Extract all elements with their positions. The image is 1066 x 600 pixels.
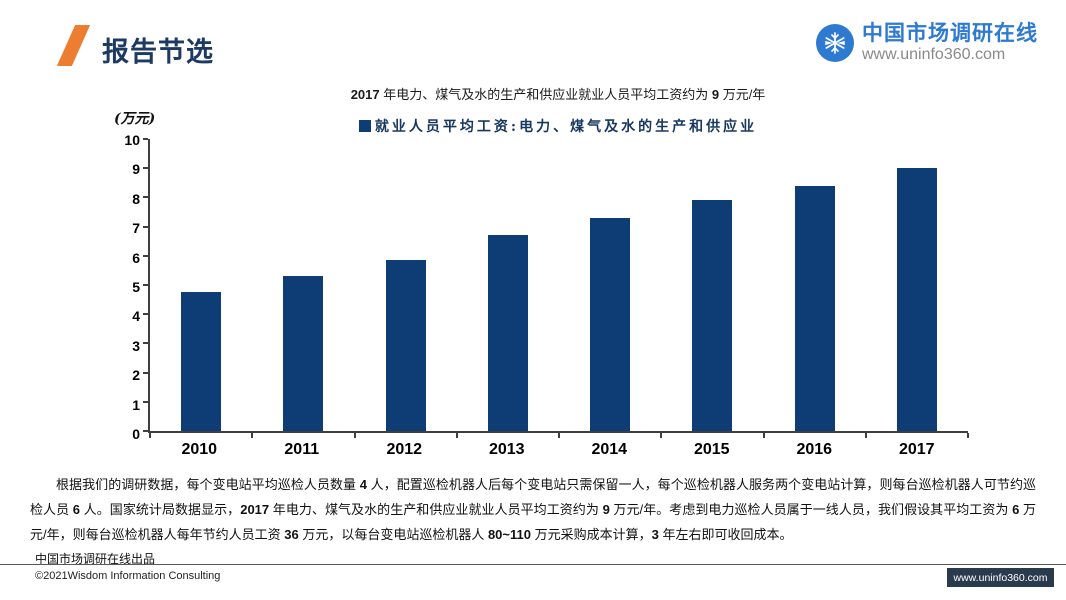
text-segment: 6	[1012, 502, 1020, 517]
text-segment: 2017	[240, 502, 270, 517]
x-axis-tick	[353, 433, 356, 438]
x-axis-labels: 2010 2011 2012 2013 2014 2015 2016 2017	[148, 441, 968, 459]
bar-2012	[385, 260, 426, 431]
x-axis-tick	[762, 433, 765, 438]
x-axis-tick	[251, 433, 254, 438]
y-axis-tick	[143, 225, 148, 228]
footer-copyright: ©2021Wisdom Information Consulting	[35, 570, 221, 582]
text-segment: 万元/年，则每台巡检机器人每年节约人员工资	[30, 502, 1036, 542]
logo-texts: 中国市场调研在线 www.uninfo360.com	[862, 22, 1038, 65]
snowflake-logo-icon	[816, 24, 854, 62]
chart-plot-area	[143, 138, 969, 438]
text-segment: 万元/年	[719, 87, 766, 102]
bar-slot	[252, 139, 354, 431]
text-segment: 年电力、煤气及水的生产和供应业就业人员平均工资约为	[269, 502, 603, 517]
legend-label: 就业人员平均工资:电力、煤气及水的生产和供应业	[374, 119, 758, 135]
x-axis-tick-label: 2012	[386, 441, 423, 458]
y-axis-tick	[143, 371, 148, 374]
y-axis-tick	[143, 430, 148, 432]
y-axis-tick	[143, 167, 148, 170]
x-axis-tick	[864, 433, 867, 438]
y-axis-labels: 0 1 2 3 4 5 6 7 8 9 10	[100, 132, 140, 442]
text-segment: 万元/年。考虑到电力巡检人员属于一线人员，我们假设其平均工资为	[609, 502, 1013, 517]
bar-2014	[590, 217, 631, 431]
y-axis-tick-label: 9	[132, 161, 140, 178]
bar-slot	[355, 139, 457, 431]
y-axis-tick-label: 2	[132, 367, 140, 384]
y-axis-unit-label: (万元)	[114, 111, 156, 127]
bar-2011	[283, 276, 324, 431]
bar-2017	[896, 168, 937, 431]
text-segment: 80~110	[487, 527, 531, 542]
text-segment: 4	[359, 477, 367, 492]
text-segment: 万元，以每台变电站巡检机器人	[298, 527, 488, 542]
bar-2015	[692, 200, 733, 431]
text-segment: 根据我们的调研数据，每个变电站平均巡检人员数量	[56, 477, 360, 492]
x-axis-tick-label: 2011	[284, 441, 320, 458]
text-segment: 万元采购成本计算，	[530, 527, 652, 542]
y-axis-tick	[143, 342, 148, 345]
bar-slot	[457, 139, 559, 431]
y-axis-tick	[143, 196, 148, 199]
bar-slot	[559, 139, 661, 431]
bar-slot	[764, 139, 866, 431]
y-axis-tick-label: 8	[132, 190, 140, 207]
text-segment: 人。国家统计局数据显示，	[80, 502, 241, 517]
y-axis-tick	[143, 138, 148, 140]
bar-series	[150, 139, 968, 431]
bar-slot	[866, 139, 968, 431]
orange-slash-decoration	[56, 25, 91, 66]
x-axis-tick	[558, 433, 560, 438]
x-axis-tick	[967, 433, 969, 438]
page-title: 报告节选	[102, 37, 214, 67]
x-axis-tick	[455, 433, 458, 438]
logo-website-url: www.uninfo360.com	[862, 46, 1006, 64]
x-axis-tick-label: 2014	[591, 441, 628, 458]
text-segment: 人，配置巡检机器人后每个变电站只需保留一人，每个巡检机器人服务两个变电站计算，则…	[30, 477, 1036, 517]
y-axis-tick-label: 7	[132, 220, 140, 237]
footer-divider	[0, 564, 1066, 565]
chart-legend: 就业人员平均工资:电力、煤气及水的生产和供应业	[148, 116, 968, 136]
y-axis-tick-label: 10	[124, 132, 140, 148]
text-segment: 6	[72, 502, 81, 517]
text-segment: 9	[711, 87, 720, 102]
y-axis-tick	[143, 254, 148, 257]
analysis-paragraph: 根据我们的调研数据，每个变电站平均巡检人员数量 4 人，配置巡检机器人后每个变电…	[30, 472, 1036, 547]
x-axis-tick-label: 2017	[898, 441, 935, 458]
text-segment: 年电力、煤气及水的生产和供应业就业人员平均工资约为	[379, 87, 712, 102]
x-axis-tick-label: 2015	[693, 441, 730, 458]
site-logo: 中国市场调研在线 www.uninfo360.com	[816, 22, 1038, 65]
y-axis-tick-label: 0	[132, 426, 140, 442]
x-axis-tick	[660, 433, 663, 438]
text-segment: 年左右即可收回成本。	[658, 527, 793, 542]
footer-producer-text: 中国市场调研在线出品	[35, 552, 156, 566]
bar-slot	[150, 139, 252, 431]
y-axis-tick	[143, 400, 148, 403]
bar-2013	[487, 235, 528, 431]
y-axis-tick	[143, 284, 148, 286]
y-axis-tick-label: 5	[132, 279, 140, 295]
y-axis-tick-label: 1	[132, 396, 140, 413]
y-axis-tick-label: 6	[132, 249, 140, 266]
bar-2010	[181, 292, 222, 431]
x-axis-tick-label: 2013	[488, 441, 525, 458]
y-axis-tick-label: 4	[132, 308, 140, 325]
legend-color-swatch	[358, 120, 371, 132]
x-axis-tick-label: 2010	[181, 441, 218, 458]
y-axis-tick-label: 3	[132, 337, 140, 354]
chart-title: 2017 年电力、煤气及水的生产和供应业就业人员平均工资约为 9 万元/年	[148, 84, 968, 103]
text-segment: 2017	[350, 87, 380, 102]
y-axis-tick	[143, 313, 148, 316]
logo-company-name: 中国市场调研在线	[862, 22, 1038, 45]
x-axis-tick	[149, 433, 151, 438]
text-segment: 3	[651, 527, 659, 542]
text-segment: 9	[602, 502, 610, 517]
bar-slot	[661, 139, 763, 431]
text-segment: 36	[284, 527, 299, 542]
bar-2016	[794, 185, 835, 431]
x-axis-tick-label: 2016	[796, 441, 833, 458]
footer-website-badge: www.uninfo360.com	[947, 568, 1054, 587]
